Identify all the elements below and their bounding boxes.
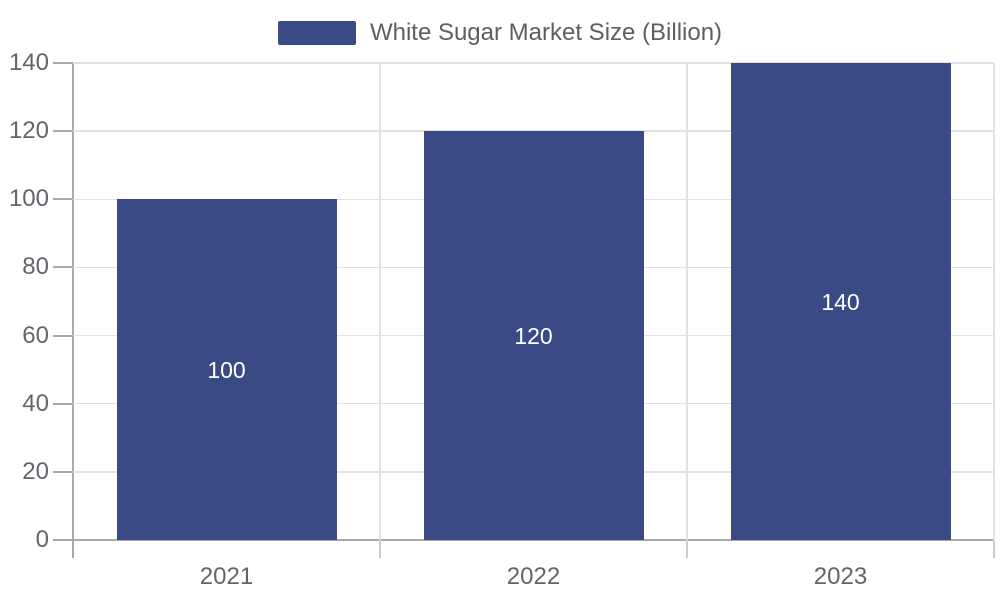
y-axis-tick — [53, 62, 73, 64]
y-axis-tick-label: 80 — [22, 253, 49, 281]
y-axis-tick — [53, 130, 73, 133]
bar-2023[interactable] — [730, 63, 951, 540]
x-axis-tick-label: 2023 — [813, 563, 868, 590]
y-axis-tick — [53, 334, 73, 337]
y-gridline — [73, 62, 994, 64]
x-gridline — [686, 63, 688, 540]
y-axis-tick-label: 40 — [22, 389, 49, 417]
x-axis-tick-label: 2021 — [199, 563, 254, 590]
y-axis-tick-label: 100 — [8, 185, 49, 213]
x-axis-tick — [686, 540, 688, 558]
x-axis-tick — [993, 540, 995, 558]
x-axis-tick — [72, 540, 74, 558]
bar-value-label: 120 — [514, 322, 553, 349]
legend-label: White Sugar Market Size (Billion) — [369, 19, 723, 46]
x-axis-tick-label: 2022 — [506, 563, 561, 590]
x-gridline — [993, 63, 995, 540]
y-axis-tick-label: 120 — [8, 117, 49, 145]
legend-item[interactable]: White Sugar Market Size (Billion) — [0, 19, 1000, 46]
y-axis-tick — [53, 402, 73, 405]
y-axis-tick — [53, 470, 73, 473]
y-axis-tick-label: 60 — [22, 321, 49, 349]
y-axis-tick-label: 0 — [35, 526, 49, 553]
bar-value-label: 140 — [821, 288, 860, 315]
x-axis-tick — [379, 540, 381, 558]
bar-2021[interactable] — [116, 199, 337, 540]
bar-value-label: 100 — [207, 356, 246, 383]
y-axis-tick — [53, 266, 73, 269]
y-axis-tick — [53, 198, 73, 201]
plot-area: 0 20 40 60 80 100 120 140 100 2021 120 2022 140 2023 — [9, 49, 995, 590]
legend-swatch-icon — [277, 21, 356, 45]
bar-2022[interactable] — [423, 131, 644, 540]
x-axis-line — [73, 539, 994, 541]
y-axis-tick — [53, 539, 73, 541]
y-axis-tick-label: 20 — [22, 457, 49, 485]
y-axis-tick-label: 140 — [8, 49, 49, 76]
y-axis-line — [72, 63, 74, 540]
x-gridline — [379, 63, 381, 540]
